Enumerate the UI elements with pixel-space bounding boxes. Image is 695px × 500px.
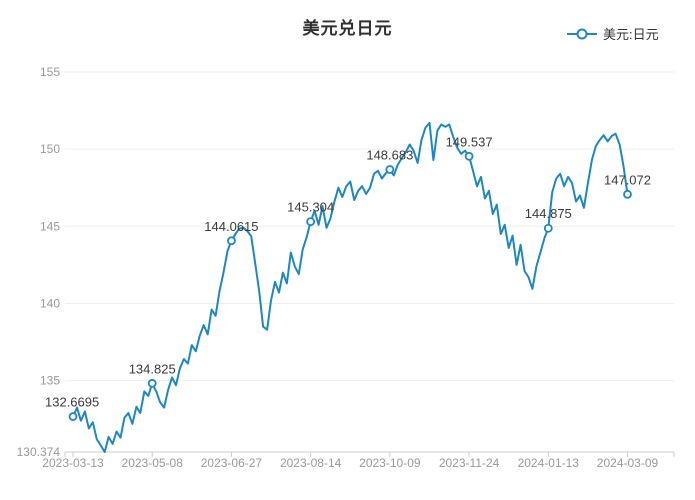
annotation-label: 144.875: [525, 206, 572, 221]
annotation-label: 145.304: [287, 200, 334, 215]
x-axis-tick-label: 2023-03-13: [42, 456, 104, 470]
x-axis-tick-label: 2023-05-08: [122, 456, 184, 470]
data-point-marker[interactable]: [623, 189, 632, 199]
line-circle-icon: [567, 28, 597, 39]
series-line: [72, 121, 629, 453]
legend-label: 美元:日元: [603, 27, 659, 42]
data-point-marker[interactable]: [306, 217, 316, 227]
x-axis-tick-label: 2023-08-14: [280, 456, 342, 470]
x-axis-tick-label: 2024-01-13: [518, 456, 580, 470]
x-axis-tick-label: 2023-11-24: [439, 456, 500, 470]
annotation-label: 147.072: [604, 172, 651, 187]
legend-item-usd-jpy[interactable]: 美元:日元: [566, 24, 659, 43]
x-axis-tick-label: 2024-03-09: [597, 456, 659, 470]
y-axis-tick-label: 150: [40, 142, 60, 156]
chart-title: 美元兑日元: [302, 19, 393, 38]
data-point-marker[interactable]: [543, 223, 553, 233]
annotation-label: 132.6695: [45, 395, 99, 410]
data-point-marker[interactable]: [385, 165, 395, 174]
x-axis-tick-label: 2023-06-27: [201, 456, 263, 470]
y-axis-tick-label: 140: [40, 296, 60, 310]
annotation-label: 144.0615: [204, 219, 258, 234]
y-axis-min-label: 130.374: [17, 445, 61, 459]
data-point-marker[interactable]: [147, 378, 157, 388]
data-point-marker[interactable]: [68, 412, 78, 421]
y-axis-tick-label: 145: [40, 219, 60, 233]
annotation-label: 148.683: [366, 147, 413, 162]
data-point-marker[interactable]: [227, 236, 236, 246]
data-point-marker[interactable]: [464, 151, 474, 161]
annotation-label: 149.537: [446, 134, 493, 149]
y-axis-tick-label: 135: [40, 374, 60, 388]
y-axis-tick-label: 155: [40, 65, 60, 79]
annotation-label: 134.825: [129, 361, 176, 376]
x-axis-tick-label: 2023-10-09: [359, 456, 421, 470]
